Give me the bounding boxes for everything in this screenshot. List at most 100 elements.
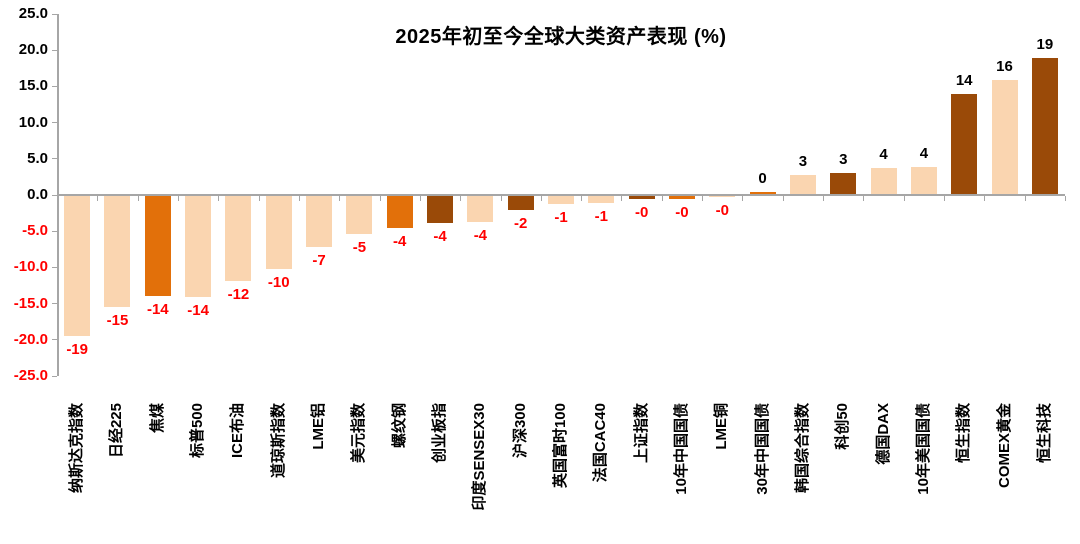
bar (144, 196, 171, 296)
y-axis-tick-label: 5.0 (27, 149, 48, 167)
category-label: 焦煤 (149, 403, 166, 544)
category-label: LME铝 (310, 403, 327, 544)
chart-title: 2025年初至今全球大类资产表现 (%) (395, 26, 727, 48)
y-axis-tick-label: 0.0 (27, 186, 48, 203)
bar-value-label: 16 (996, 57, 1013, 75)
bar (64, 196, 91, 336)
category-label-text: 德国DAX (874, 403, 892, 465)
x-axis-tick-mark (903, 196, 905, 201)
bar (709, 196, 736, 197)
x-axis-tick-mark (177, 196, 179, 201)
bar-value-label: -1 (594, 208, 608, 226)
bar (910, 166, 937, 195)
bar-value-label: -0 (715, 201, 729, 219)
category-label-text: 标普500 (189, 403, 207, 459)
category-label-text: 上证指数 (632, 403, 650, 464)
category-label: 恒生指数 (955, 403, 972, 544)
y-axis-tick-mark (52, 375, 57, 377)
bar-value-label: -15 (106, 312, 129, 330)
x-axis-tick-mark (57, 196, 58, 201)
bar (104, 196, 131, 308)
x-axis-tick-mark (742, 196, 744, 201)
category-label: 沪深300 (512, 403, 529, 544)
bar (265, 196, 292, 270)
x-axis-tick-mark (339, 196, 341, 201)
y-axis-tick-label: -25.0 (13, 367, 48, 384)
category-label: 纳斯达克指数 (68, 403, 85, 544)
category-label: 科创50 (834, 403, 852, 544)
bar-value-label: -4 (433, 227, 447, 245)
y-axis-tick-mark (52, 122, 57, 124)
bar-value-label: -0 (634, 203, 649, 221)
y-axis-tick-label: 15.0 (18, 77, 48, 95)
category-label-text: 法国CAC40 (592, 403, 610, 483)
x-axis-tick-mark (863, 196, 865, 201)
y-axis-tick-mark (52, 266, 57, 268)
x-axis-tick-mark (1024, 196, 1026, 201)
y-axis-tick-mark (52, 230, 57, 232)
x-axis-tick-mark (379, 196, 381, 201)
bar-value-label: 19 (1036, 36, 1054, 54)
y-axis-tick-label: 20.0 (18, 41, 48, 59)
y-axis-tick-label: 25.0 (18, 5, 48, 22)
category-label: 韩国综合指数 (794, 403, 811, 544)
category-label: 标普500 (189, 403, 207, 544)
bar-value-label: -1 (554, 208, 568, 226)
category-label-text: 恒生科技 (1035, 403, 1053, 464)
x-axis-tick-mark (500, 196, 502, 201)
x-axis-tick-mark (823, 196, 825, 201)
y-axis-tick-mark (52, 85, 57, 87)
bar (225, 196, 252, 282)
bar (628, 196, 655, 199)
bar (789, 175, 816, 195)
bar (185, 196, 212, 297)
bar-value-label: -7 (312, 251, 326, 269)
bar-value-label: 4 (879, 146, 888, 164)
bar (306, 196, 333, 247)
bar-value-label: 4 (919, 144, 929, 162)
bar-value-label: -19 (66, 340, 88, 358)
x-axis-tick-mark (581, 196, 583, 201)
bar (346, 196, 373, 234)
x-axis-tick-mark (540, 196, 542, 201)
x-axis-tick-mark (460, 196, 462, 201)
category-label-text: 美元指数 (350, 403, 368, 464)
category-label: LME铜 (713, 403, 730, 544)
y-axis-tick-label: -15.0 (13, 294, 48, 312)
x-axis-tick-mark (702, 196, 704, 201)
x-axis-tick-mark (419, 196, 421, 201)
y-axis-tick-mark (52, 13, 57, 15)
y-axis-tick-label: -20.0 (13, 330, 48, 348)
y-axis-tick-label: -5.0 (22, 222, 48, 240)
category-label-text: 日经225 (108, 403, 126, 459)
category-label-text: 科创50 (834, 403, 852, 450)
bar-value-label: 3 (798, 153, 808, 171)
x-axis-tick-mark (218, 196, 220, 201)
category-label: ICE布油 (229, 403, 247, 544)
category-label-text: 道琼斯指数 (269, 403, 287, 479)
category-label-text: ICE布油 (229, 403, 247, 459)
bar (386, 196, 413, 228)
bar (427, 196, 454, 223)
category-label-text: 10年中国国债 (672, 403, 690, 495)
category-label-text: COMEX黄金 (995, 403, 1013, 489)
bar-value-label: -12 (227, 286, 250, 304)
category-label: 德国DAX (874, 403, 892, 544)
bar (830, 173, 857, 195)
bar-value-label: 3 (839, 151, 848, 169)
x-axis-tick-mark (661, 196, 663, 201)
x-axis-tick-mark (137, 196, 139, 201)
bar (588, 196, 615, 204)
category-label: 10年美国国债 (914, 403, 932, 544)
bar (507, 196, 534, 211)
y-axis-tick-mark (52, 49, 57, 51)
bar-value-label: -0 (675, 203, 689, 221)
bar-value-label: 0 (758, 170, 767, 188)
category-label-text: 10年美国国债 (914, 403, 932, 495)
bar-value-label: -14 (146, 300, 169, 318)
y-axis-tick-mark (52, 339, 57, 341)
category-label: 10年中国国债 (672, 403, 690, 544)
bar (668, 196, 695, 199)
y-axis-tick-label: -10.0 (13, 258, 48, 276)
